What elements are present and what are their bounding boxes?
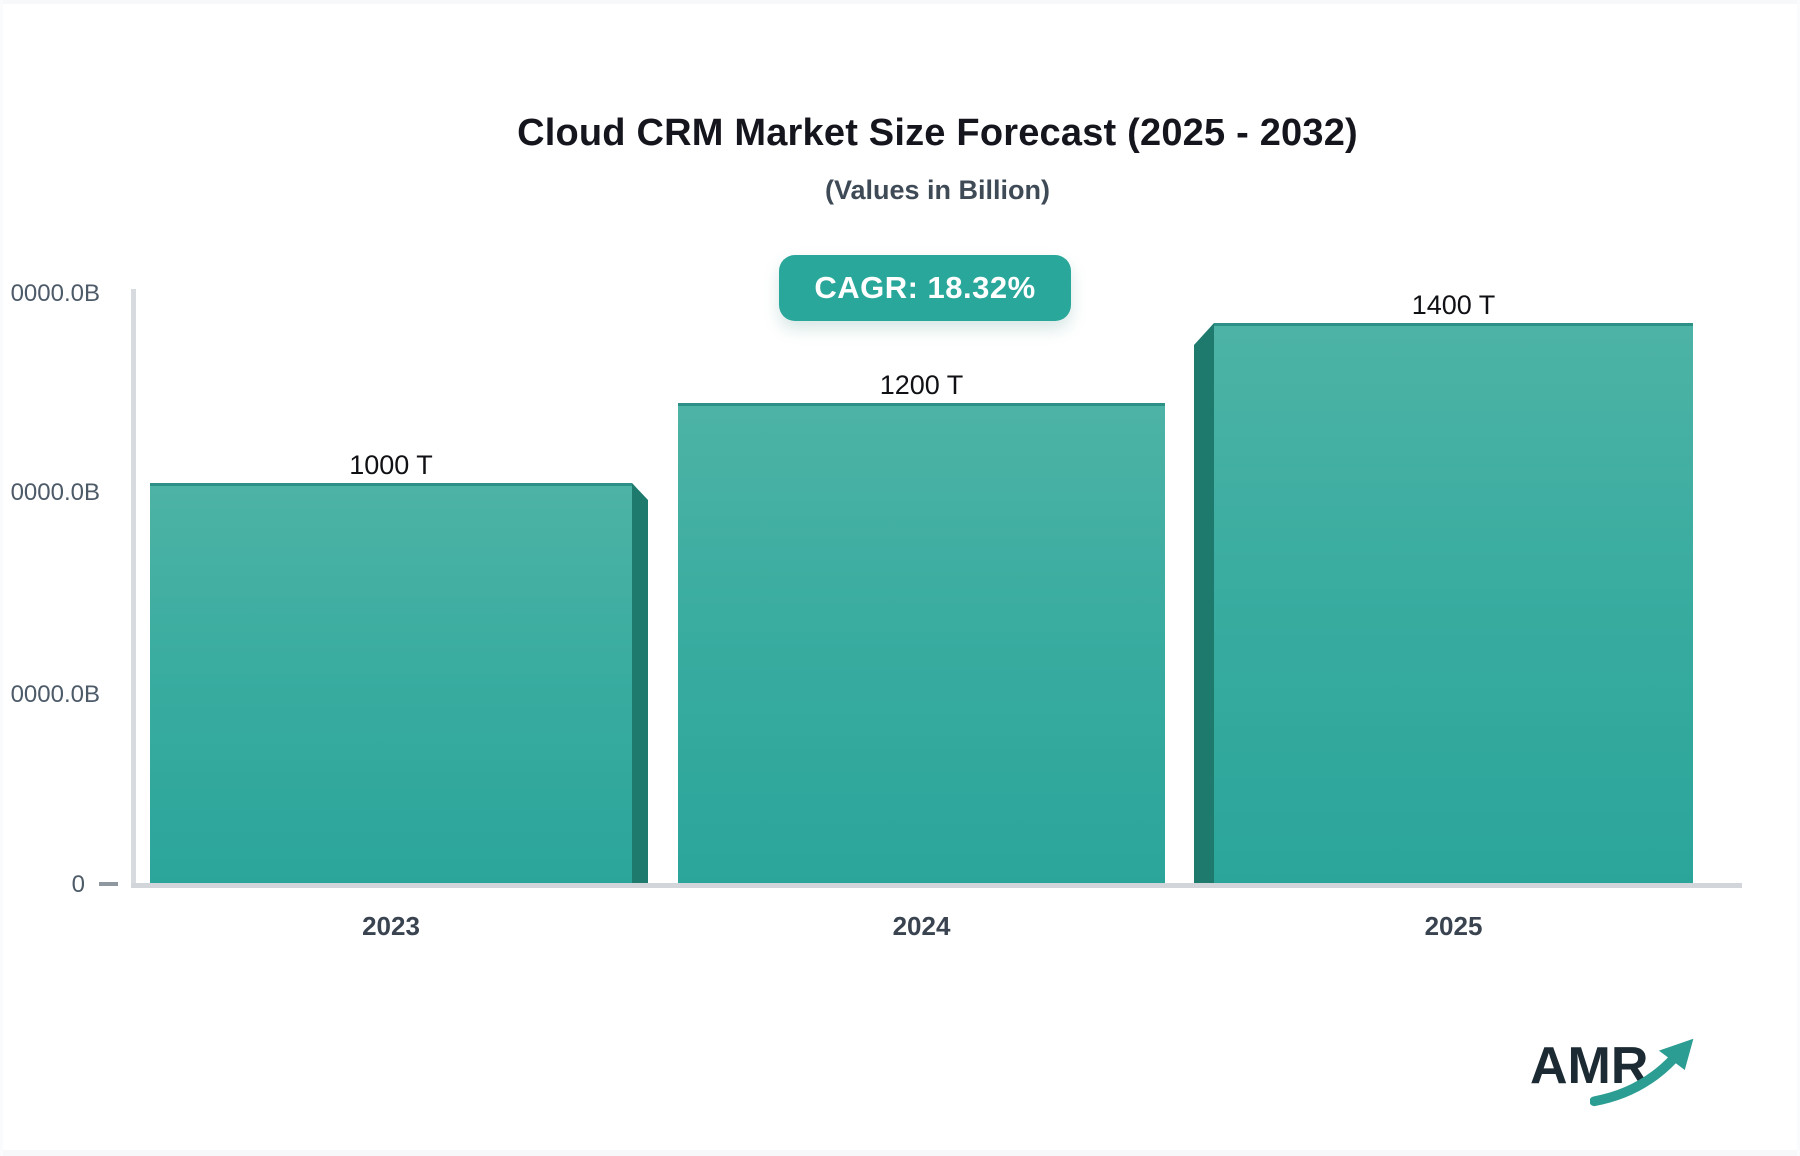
y-axis-tick-label: 0000.0B — [10, 681, 100, 708]
bar-2023 — [150, 483, 632, 883]
bar-2025-side-shadow — [1194, 323, 1214, 883]
bar-value-label: 1200 T — [879, 370, 964, 400]
x-axis-category-label: 2024 — [892, 911, 951, 941]
bar-2023-side-shadow — [632, 483, 648, 883]
page-top-border — [0, 0, 1800, 4]
page-right-border — [1797, 0, 1800, 1156]
y-axis-line — [131, 289, 136, 888]
amr-logo: AMR — [1530, 1030, 1730, 1115]
cagr-badge-label: CAGR: 18.32% — [814, 270, 1036, 305]
cagr-badge: CAGR: 18.32% — [779, 255, 1071, 321]
y-axis-tick-label: 0000.0B — [10, 280, 100, 307]
page-bottom-border — [0, 1150, 1800, 1156]
y-axis-zero-tick — [99, 882, 118, 886]
bar-value-label: 1000 T — [349, 450, 433, 480]
chart-subtitle: (Values in Billion) — [824, 175, 1051, 205]
bar-value-label: 1400 T — [1411, 290, 1496, 320]
y-axis-zero-label: 0 — [71, 871, 85, 898]
bar-2024 — [678, 403, 1165, 883]
page-left-border — [0, 0, 3, 1156]
bar-2025 — [1214, 323, 1693, 883]
amr-logo-text: AMR — [1530, 1037, 1649, 1095]
growth-arrow-icon — [1590, 1038, 1694, 1107]
chart-title: Cloud CRM Market Size Forecast (2025 - 2… — [517, 112, 1358, 154]
x-axis-category-label: 2023 — [362, 911, 420, 941]
y-axis-tick-label: 0000.0B — [10, 479, 100, 506]
x-axis-line — [131, 883, 1742, 888]
x-axis-category-label: 2025 — [1424, 911, 1483, 941]
